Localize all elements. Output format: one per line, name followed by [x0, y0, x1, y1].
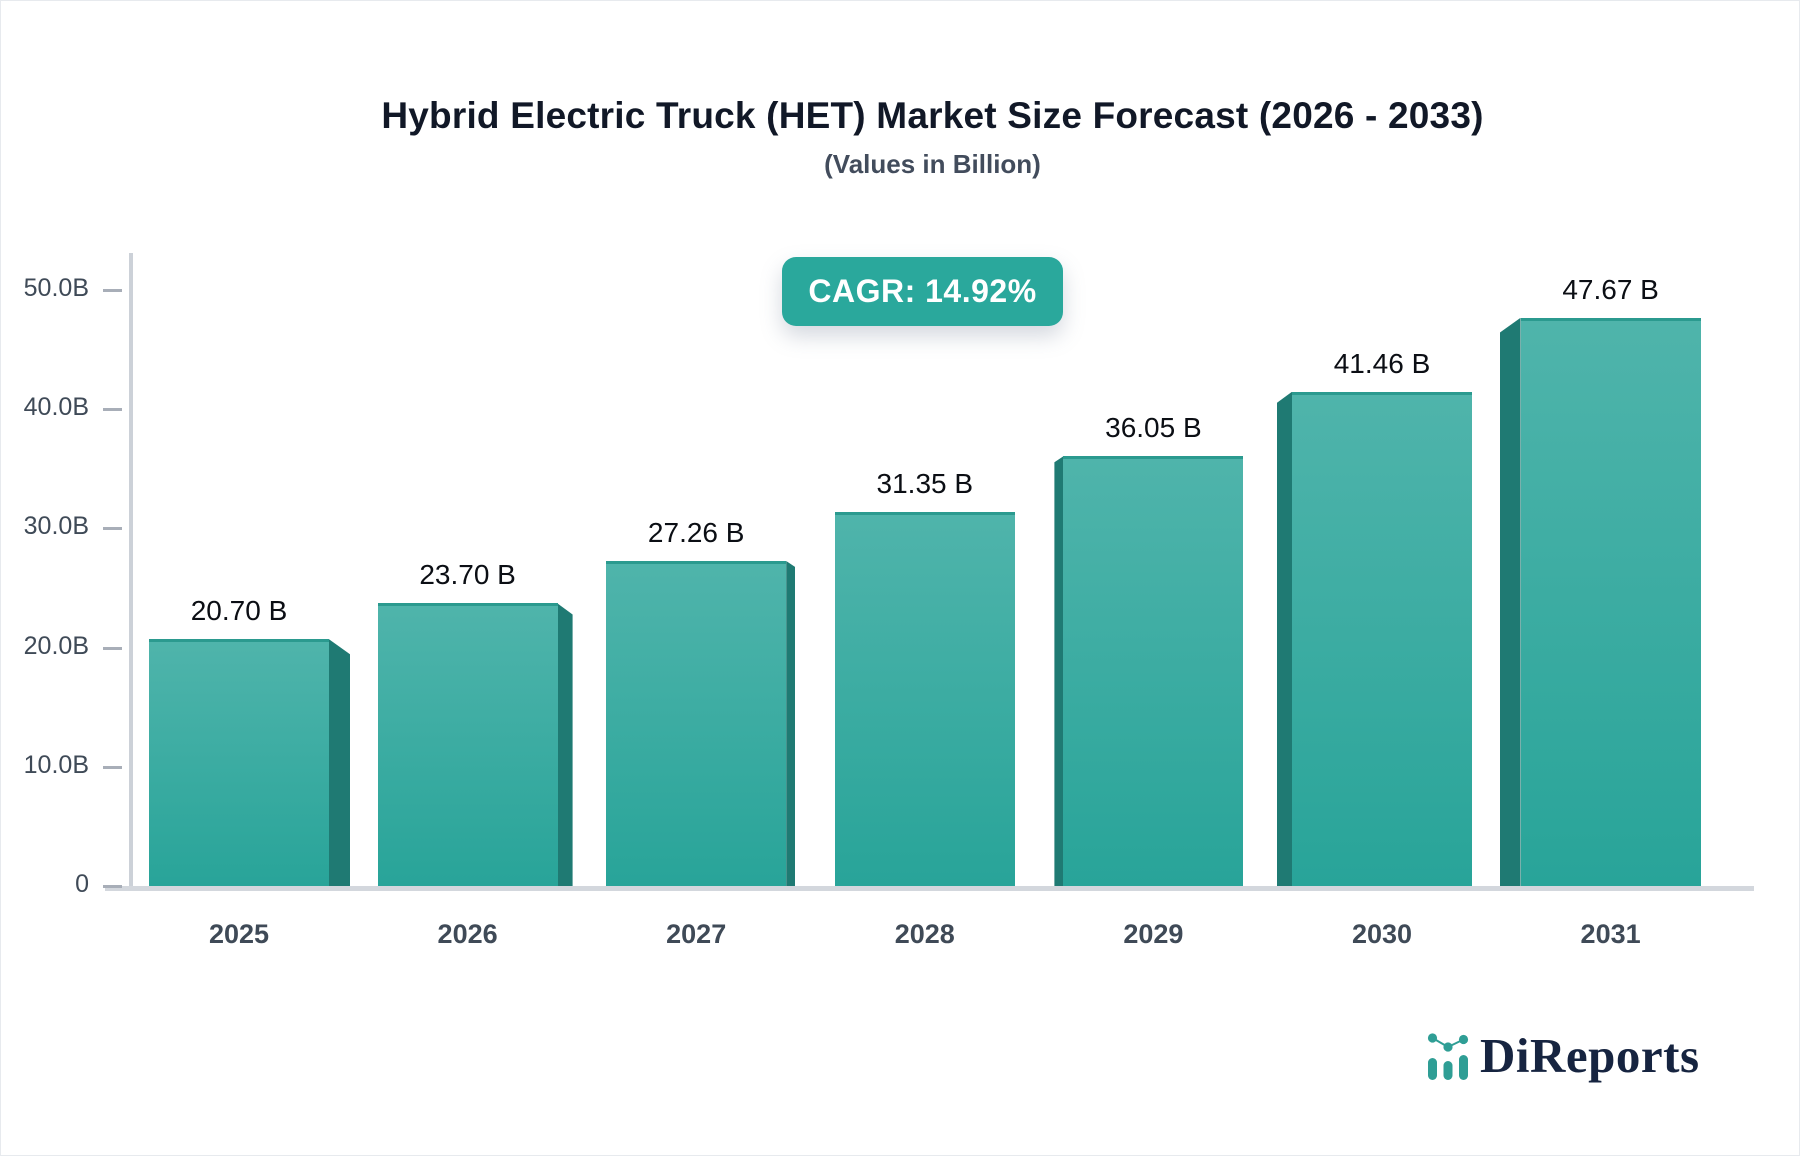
bar-2027 — [606, 561, 787, 886]
y-axis-tick-mark — [103, 408, 122, 412]
y-axis-tick-mark — [103, 765, 122, 769]
y-axis-tick-mark — [103, 527, 122, 531]
x-axis-label: 2026 — [437, 919, 498, 949]
y-axis-tick-label: 10.0B — [23, 750, 89, 779]
y-axis-tick-label: 50.0B — [23, 274, 89, 302]
y-axis-tick-mark — [103, 289, 122, 292]
x-axis-baseline — [105, 886, 1754, 891]
bar-value-label: 31.35 B — [876, 468, 974, 500]
bar-side-face — [1499, 317, 1521, 886]
y-axis-tick-label: 0 — [75, 870, 89, 898]
bar-side-face — [329, 639, 350, 886]
bar-2029 — [1063, 456, 1244, 886]
bar-side-face — [1277, 391, 1292, 886]
bar-value-label: 47.67 B — [1562, 273, 1659, 305]
chart-subtitle: (Values in Billion) — [824, 149, 1041, 179]
bar-value-label: 27.26 B — [647, 517, 745, 549]
bar-2030 — [1292, 391, 1472, 886]
y-axis-tick-mark — [103, 885, 122, 888]
brand-logo-text: DiReports — [1480, 1028, 1700, 1083]
bar-value-label: 20.70 B — [190, 595, 288, 627]
y-axis-tick-label: 30.0B — [23, 512, 89, 541]
bar-value-label: 36.05 B — [1105, 412, 1202, 444]
bar-value-label: 23.70 B — [419, 559, 516, 591]
x-axis-label: 2028 — [894, 919, 955, 949]
bar-side-face — [1054, 456, 1064, 886]
bar-2026 — [377, 603, 558, 886]
bar-2031 — [1520, 317, 1701, 886]
mini-bar-chart-icon — [1427, 1032, 1469, 1080]
x-axis-label: 2030 — [1351, 919, 1413, 949]
bar-side-face — [786, 561, 796, 886]
cagr-badge: CAGR: 14.92% — [782, 257, 1063, 326]
bar-2025 — [149, 639, 329, 886]
bar-value-label: 41.46 B — [1333, 347, 1431, 379]
y-axis-tick-label: 20.0B — [23, 631, 89, 660]
chart-title: Hybrid Electric Truck (HET) Market Size … — [381, 95, 1484, 136]
y-axis-tick-label: 40.0B — [23, 393, 89, 422]
y-axis-tick-mark — [103, 646, 122, 650]
x-axis-label: 2027 — [666, 919, 727, 949]
x-axis-label: 2029 — [1123, 919, 1184, 949]
brand-logo: DiReports — [1425, 1027, 1700, 1084]
x-axis-label: 2031 — [1580, 919, 1641, 949]
bar-side-face — [557, 603, 573, 886]
y-axis-line — [129, 253, 133, 891]
x-axis-label: 2025 — [208, 919, 270, 949]
bar-2028 — [834, 512, 1015, 886]
